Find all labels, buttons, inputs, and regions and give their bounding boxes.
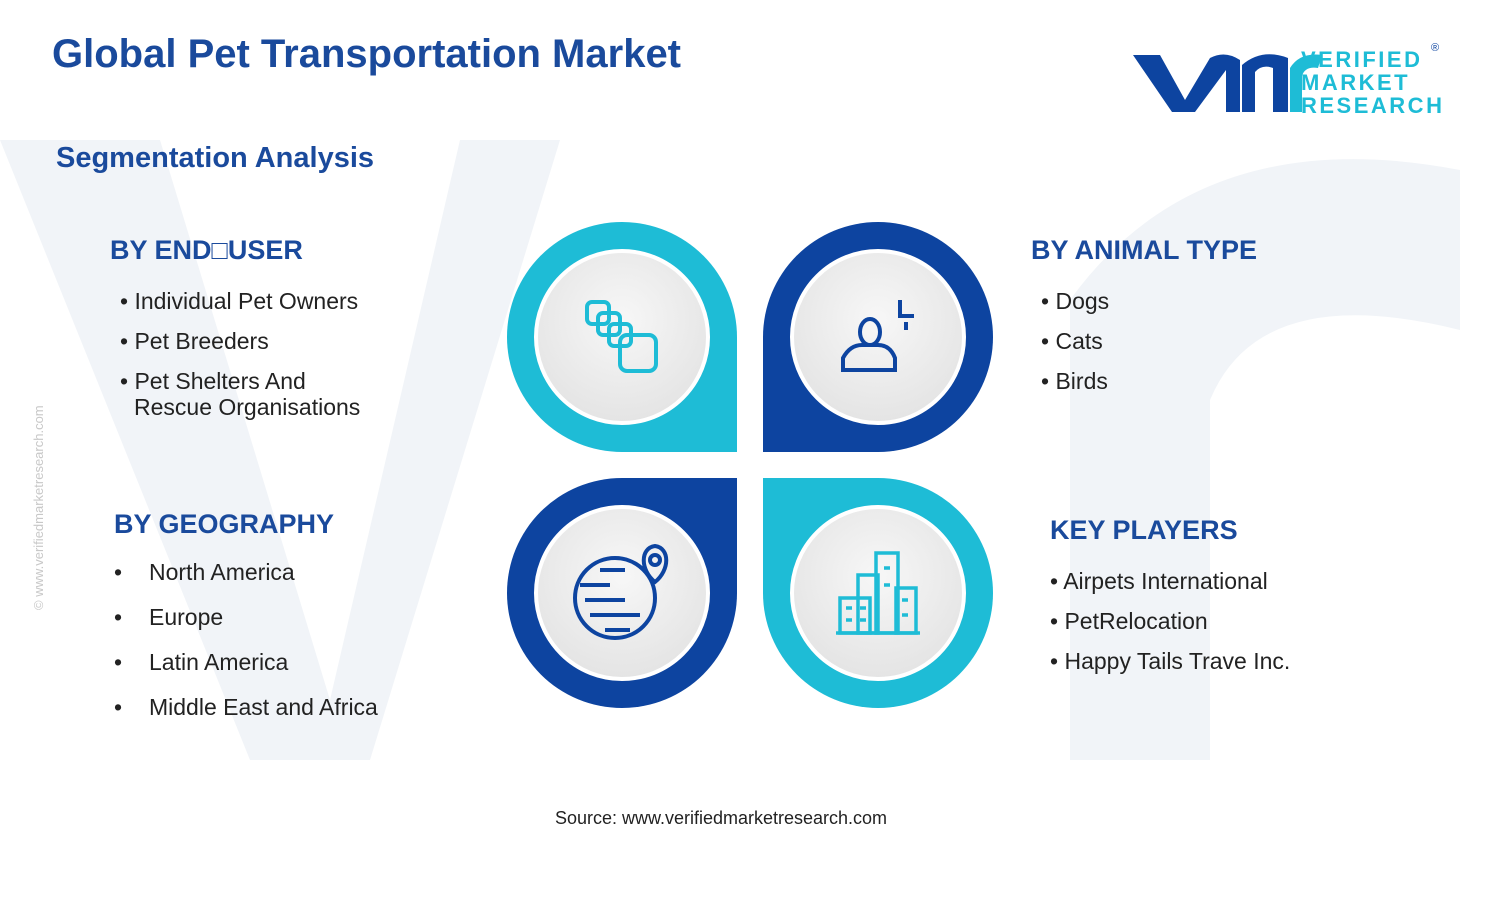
- list-item: • Birds: [1041, 368, 1341, 394]
- bullet: •: [120, 288, 135, 314]
- item-text: Latin America: [149, 649, 289, 675]
- list-item: • Pet Breeders: [120, 328, 390, 354]
- item-text: Middle East and Africa: [149, 694, 378, 720]
- list-item: • Happy Tails Trave Inc.: [1050, 648, 1370, 674]
- item-text: Dogs: [1055, 288, 1110, 314]
- bullet: •: [114, 694, 123, 720]
- icon-users: [585, 300, 658, 373]
- icon-globe: [573, 543, 669, 640]
- list-item: • PetRelocation: [1050, 608, 1370, 634]
- list-item: • Latin America: [114, 649, 444, 675]
- list-item: • Europe: [114, 604, 444, 630]
- item-text: Cats: [1055, 328, 1103, 354]
- item-list: • Dogs • Cats • Birds: [1041, 288, 1341, 408]
- bullet: •: [1041, 288, 1056, 314]
- item-text: Individual Pet Owners: [134, 288, 359, 314]
- item-list: • Airpets International • PetRelocation • …: [1050, 568, 1370, 688]
- item-text: Airpets International: [1063, 568, 1268, 594]
- item-text: Pet Breeders: [134, 328, 269, 354]
- bullet: •: [1050, 608, 1065, 634]
- logo-mark: [1133, 54, 1322, 112]
- bullet: •: [1050, 648, 1065, 674]
- bullet: •: [114, 604, 123, 630]
- list-item: • Airpets International: [1050, 568, 1370, 594]
- watermark-shape: [0, 140, 560, 760]
- logo-text: VERIFIED MARKET RESEARCH: [1301, 48, 1444, 117]
- bullet: •: [1041, 368, 1056, 394]
- title: Global Pet Transportation Market: [52, 32, 682, 76]
- icon-person: [841, 300, 914, 372]
- bullet: •: [1041, 328, 1056, 354]
- logo-line: MARKET: [1301, 70, 1411, 95]
- subtitle: Segmentation Analysis: [56, 142, 375, 174]
- item-list: • North America • Europe • Latin America • …: [114, 559, 444, 739]
- watermark-shape: [1070, 159, 1460, 760]
- list-item: • Middle East and Africa: [114, 694, 444, 720]
- list-item: • Individual Pet Owners: [120, 288, 390, 314]
- list-item: • North America: [114, 559, 444, 585]
- logo-line: VERIFIED: [1301, 47, 1423, 72]
- item-text: Pet Shelters And Rescue Organisations: [134, 368, 361, 420]
- bullet: •: [120, 328, 135, 354]
- bullet: •: [1050, 568, 1064, 594]
- watermark-text: © www.verifiedmarketresearch.com: [31, 405, 46, 610]
- section-title: BY ANIMAL TYPE: [1031, 235, 1258, 265]
- list-item: • Cats: [1041, 328, 1341, 354]
- item-text: North America: [149, 559, 295, 585]
- logo-registered: ®: [1431, 42, 1440, 54]
- list-item: • Dogs: [1041, 288, 1341, 314]
- item-text: Europe: [149, 604, 224, 630]
- item-text: PetRelocation: [1064, 608, 1208, 634]
- item-text: Happy Tails Trave Inc.: [1064, 648, 1291, 674]
- item-text: Birds: [1055, 368, 1108, 394]
- icon-buildings: [836, 551, 920, 635]
- source: Source: www.verifiedmarketresearch.com: [554, 808, 888, 828]
- section-title: BY GEOGRAPHY: [114, 509, 335, 539]
- logo-line: RESEARCH: [1301, 93, 1445, 118]
- section-title: BY END□USER: [110, 235, 303, 265]
- bullet: •: [120, 368, 135, 394]
- icon-circle: [534, 505, 710, 681]
- list-item: • Pet Shelters And Rescue Organisations: [120, 368, 390, 420]
- section-title: KEY PLAYERS: [1050, 515, 1238, 545]
- bullet: •: [114, 559, 123, 585]
- bullet: •: [114, 649, 123, 675]
- item-list: • Individual Pet Owners • Pet Breeders • P…: [120, 288, 390, 434]
